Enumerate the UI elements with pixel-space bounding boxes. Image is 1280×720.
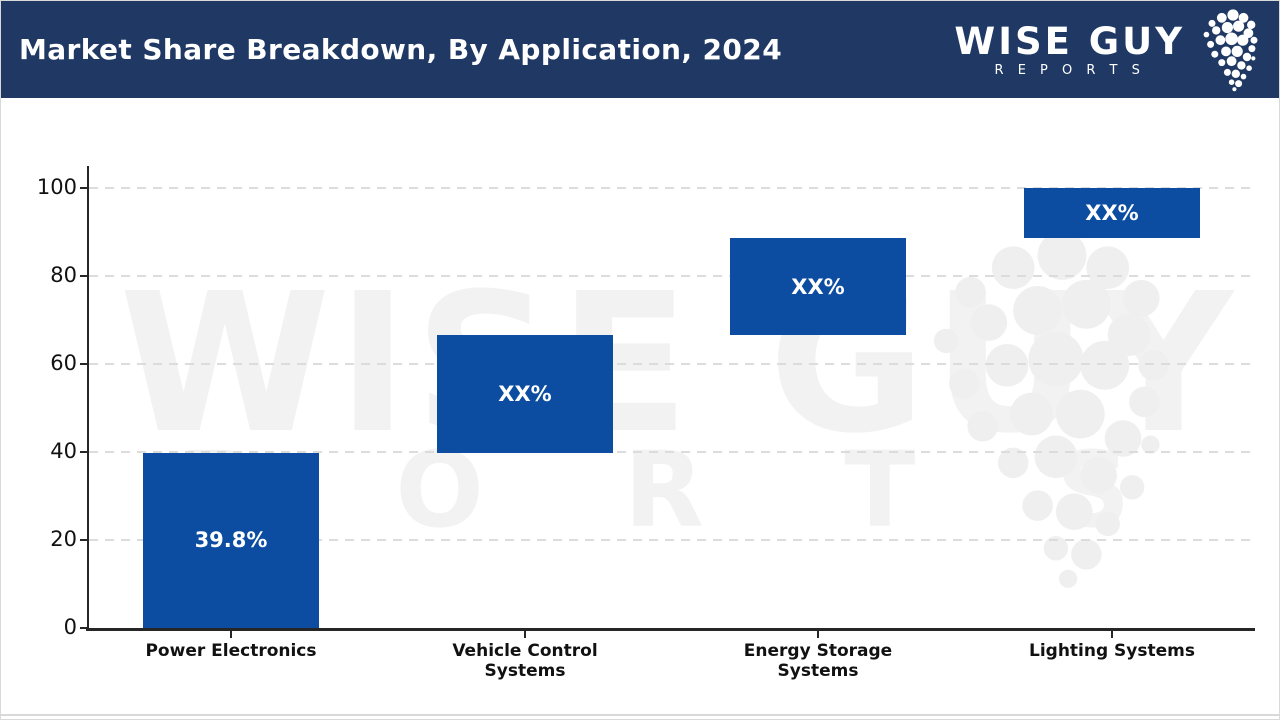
bottom-divider (1, 714, 1280, 716)
y-tick-label: 0 (63, 615, 77, 639)
gridline (89, 539, 1254, 541)
header-bar: Market Share Breakdown, By Application, … (1, 1, 1279, 98)
y-tick-mark (80, 275, 87, 277)
bar-segment: XX% (730, 238, 906, 335)
bar-value-label: XX% (1085, 201, 1139, 226)
bar-value-label: XX% (791, 274, 845, 299)
y-tick-mark (80, 363, 87, 365)
plot-area: 0 20 40 60 80 100 39.8% XX% XX% XX% Power Electron… (1, 98, 1280, 720)
x-category-label: Power Electronics (145, 641, 317, 661)
x-tick-mark (1111, 630, 1113, 638)
watermark-subtitle: P O R T S (179, 429, 1183, 551)
dotted-head-icon (1203, 8, 1258, 91)
y-tick-mark (80, 187, 87, 189)
wise-guy-reports-logo: WISE GUY R E P O R T S (954, 8, 1265, 92)
y-axis-line (87, 166, 89, 631)
bar-value-label: 39.8% (194, 528, 268, 553)
gridline (89, 363, 1254, 365)
logo-text: WISE GUY R E P O R T S (954, 23, 1185, 77)
bar-value-label: XX% (498, 381, 552, 406)
bar-segment: XX% (437, 334, 613, 453)
x-axis-line (86, 628, 1255, 631)
gridline (89, 451, 1254, 453)
chart-title: Market Share Breakdown, By Application, … (19, 33, 783, 66)
y-tick-mark (80, 451, 87, 453)
bar-segment: XX% (1024, 188, 1200, 239)
y-tick-mark (80, 539, 87, 541)
x-tick-mark (817, 630, 819, 638)
bar-segment: 39.8% (143, 452, 319, 628)
logo-wordmark: WISE GUY (954, 19, 1185, 63)
x-tick-mark (524, 630, 526, 638)
y-tick-label: 40 (50, 439, 77, 463)
x-tick-mark (230, 630, 232, 638)
x-category-label: Lighting Systems (1028, 641, 1195, 661)
y-tick-mark (80, 627, 87, 629)
x-category-label: Vehicle Control Systems (452, 641, 598, 682)
gridline (89, 187, 1254, 189)
y-tick-label: 20 (50, 527, 77, 551)
gridline (89, 275, 1254, 277)
y-tick-label: 100 (36, 175, 77, 199)
x-category-label: Energy Storage Systems (743, 641, 893, 682)
y-tick-label: 80 (50, 263, 77, 287)
y-tick-label: 60 (50, 351, 77, 375)
logo-subtitle: R E P O R T S (994, 62, 1145, 78)
